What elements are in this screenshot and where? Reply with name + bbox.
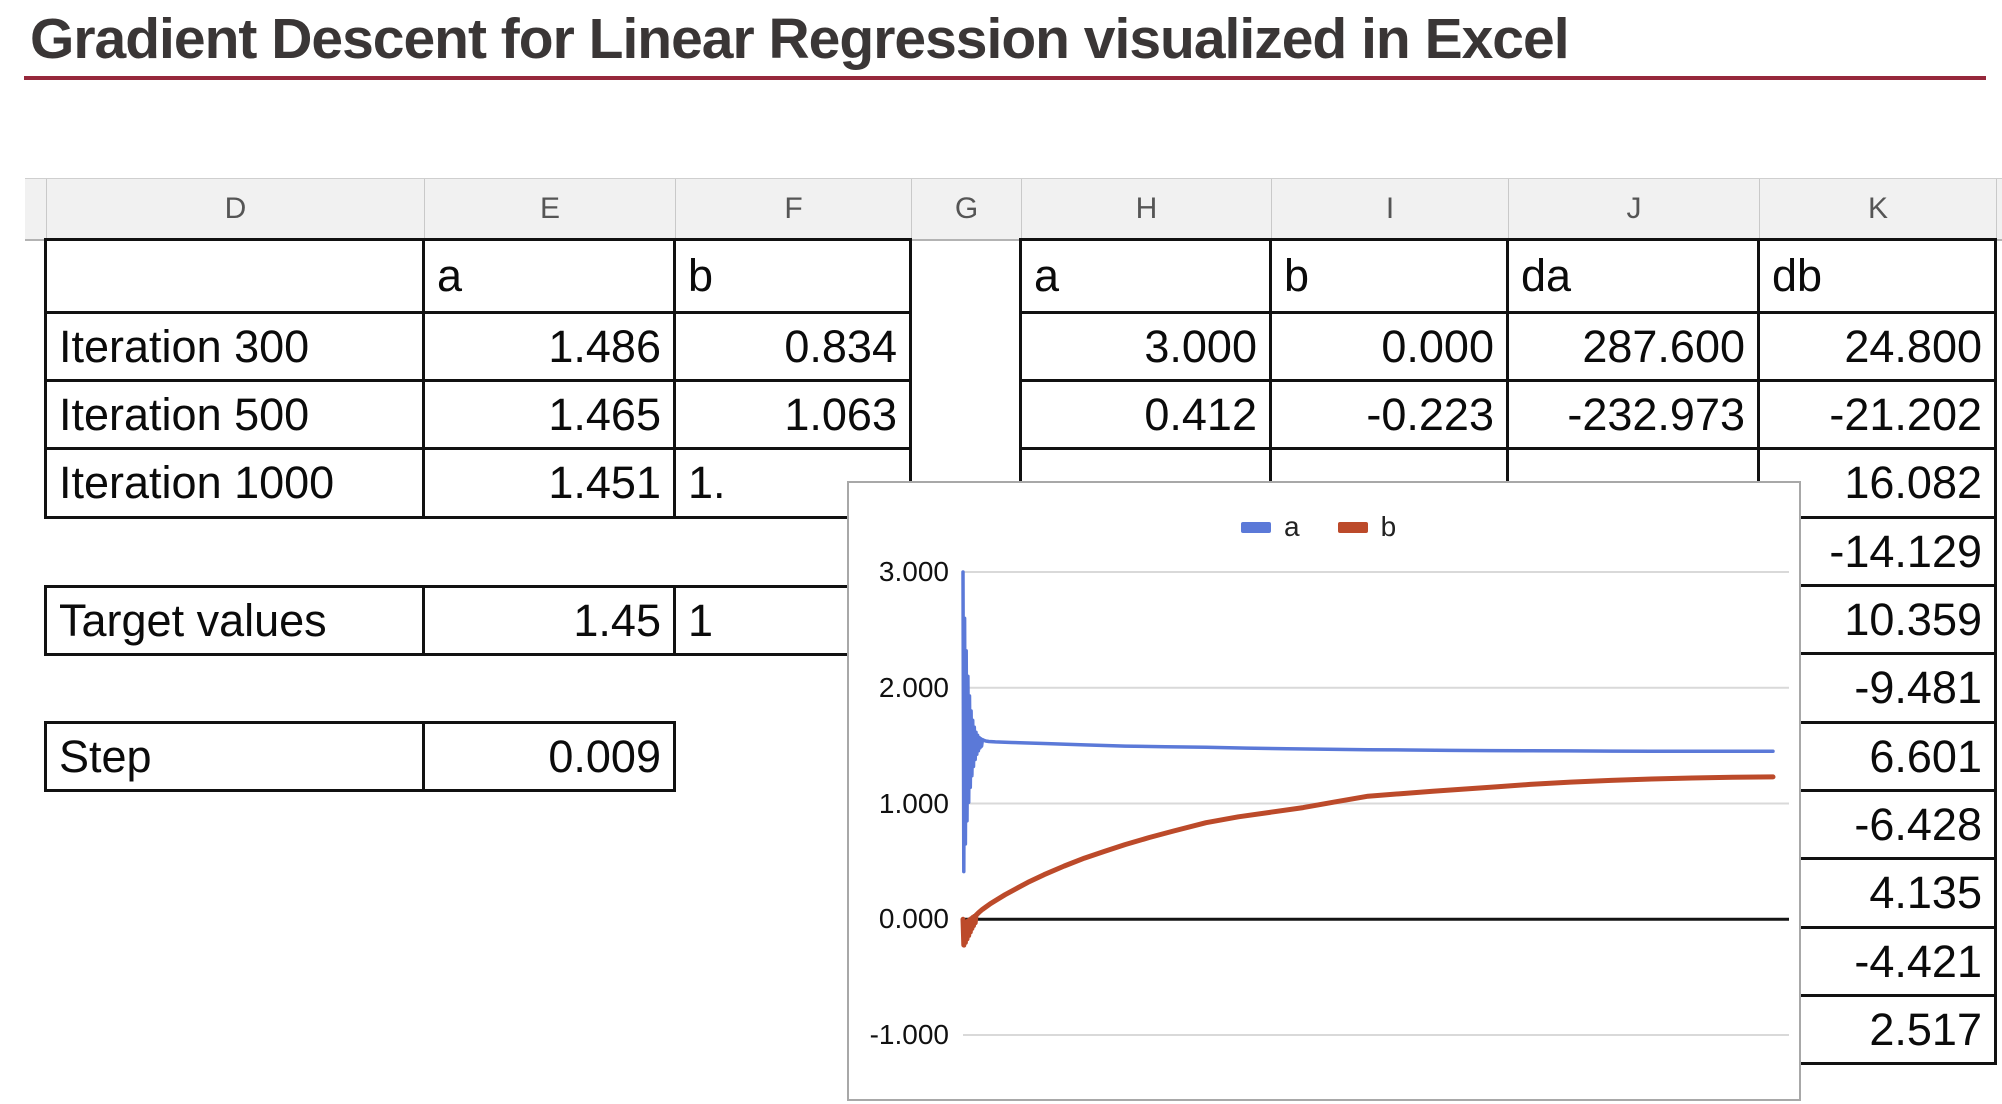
cell-header-da[interactable]: da: [1506, 238, 1760, 314]
cell-b-value[interactable]: -0.223: [1269, 379, 1509, 450]
y-axis-label: 0.000: [878, 903, 949, 935]
column-header-I[interactable]: I: [1271, 179, 1508, 239]
cell-da-value[interactable]: 287.600: [1506, 311, 1760, 382]
cell-b-value[interactable]: 0.000: [1269, 311, 1509, 382]
row-header-stub: [25, 179, 46, 239]
series-line-b: [960, 774, 1776, 948]
cell-e-header-a[interactable]: a: [422, 238, 676, 314]
legend-swatch-icon: [1337, 521, 1368, 533]
cell-db-value[interactable]: -21.202: [1757, 379, 1997, 450]
cell-d-blank[interactable]: [44, 238, 425, 314]
cell-header-b[interactable]: b: [1269, 238, 1509, 314]
column-header-filler: [1996, 179, 2002, 239]
column-header-F[interactable]: F: [675, 179, 911, 239]
chart-plot-area: [960, 570, 1789, 1036]
target-table: Target values 1.45 1: [44, 585, 912, 656]
cell-target-label[interactable]: Target values: [44, 585, 425, 656]
cell-step-value[interactable]: 0.009: [422, 721, 676, 792]
y-axis-label: 3.000: [878, 556, 949, 587]
title-rule: [24, 76, 1986, 80]
column-header-G[interactable]: G: [911, 179, 1021, 239]
cell-a-value[interactable]: 1.465: [422, 379, 676, 450]
cell-b-value[interactable]: 0.834: [673, 311, 912, 382]
table-row: Iteration 300 1.486 0.834: [44, 311, 912, 382]
y-axis-label: 2.000: [878, 671, 949, 703]
y-axis-label: -1.000: [869, 1019, 949, 1050]
legend-label: a: [1284, 511, 1300, 542]
legend-swatch-icon: [1241, 521, 1271, 533]
cell-f-header-b[interactable]: b: [673, 238, 912, 314]
column-header-J[interactable]: J: [1508, 179, 1759, 239]
cell-target-a[interactable]: 1.45: [422, 585, 676, 656]
table-row: 0.412 -0.223 -232.973 -21.202: [1019, 379, 1997, 450]
table-row: a b da db: [1019, 238, 1997, 314]
column-header-K[interactable]: K: [1759, 179, 1996, 239]
table-row: Iteration 1000 1.451 1.: [44, 447, 912, 519]
y-axis-label: 1.000: [878, 787, 949, 819]
cell-a-value[interactable]: 1.451: [422, 447, 676, 519]
legend-item-b: b: [1337, 511, 1397, 543]
cell-b-value[interactable]: 1.063: [673, 379, 912, 450]
column-header-D[interactable]: D: [46, 179, 424, 239]
cell-iteration-label[interactable]: Iteration 1000: [44, 447, 425, 519]
cell-step-label[interactable]: Step: [44, 721, 425, 792]
table-row: 3.000 0.000 287.600 24.800: [1019, 311, 1997, 382]
column-header-H[interactable]: H: [1021, 179, 1271, 239]
cell-header-a[interactable]: a: [1019, 238, 1272, 314]
step-table: Step 0.009: [44, 721, 676, 792]
cell-a-value[interactable]: 3.000: [1019, 311, 1272, 382]
cell-a-value[interactable]: 1.486: [422, 311, 676, 382]
cell-header-db[interactable]: db: [1757, 238, 1997, 314]
cell-iteration-label[interactable]: Iteration 300: [44, 311, 425, 382]
page-title: Gradient Descent for Linear Regression v…: [30, 7, 1570, 71]
cell-db-value[interactable]: 24.800: [1757, 311, 1997, 382]
series-line-a: [961, 570, 1775, 874]
legend-label: b: [1380, 511, 1397, 542]
cell-a-value[interactable]: 0.412: [1019, 379, 1272, 450]
cell-da-value[interactable]: -232.973: [1506, 379, 1760, 450]
legend-item-a: a: [1241, 511, 1300, 543]
table-row: Iteration 500 1.465 1.063: [44, 379, 912, 450]
left-table: a b Iteration 300 1.486 0.834 Iteration 500 1.…: [44, 238, 912, 519]
column-header-E[interactable]: E: [424, 179, 675, 239]
cell-iteration-label[interactable]: Iteration 500: [44, 379, 425, 450]
